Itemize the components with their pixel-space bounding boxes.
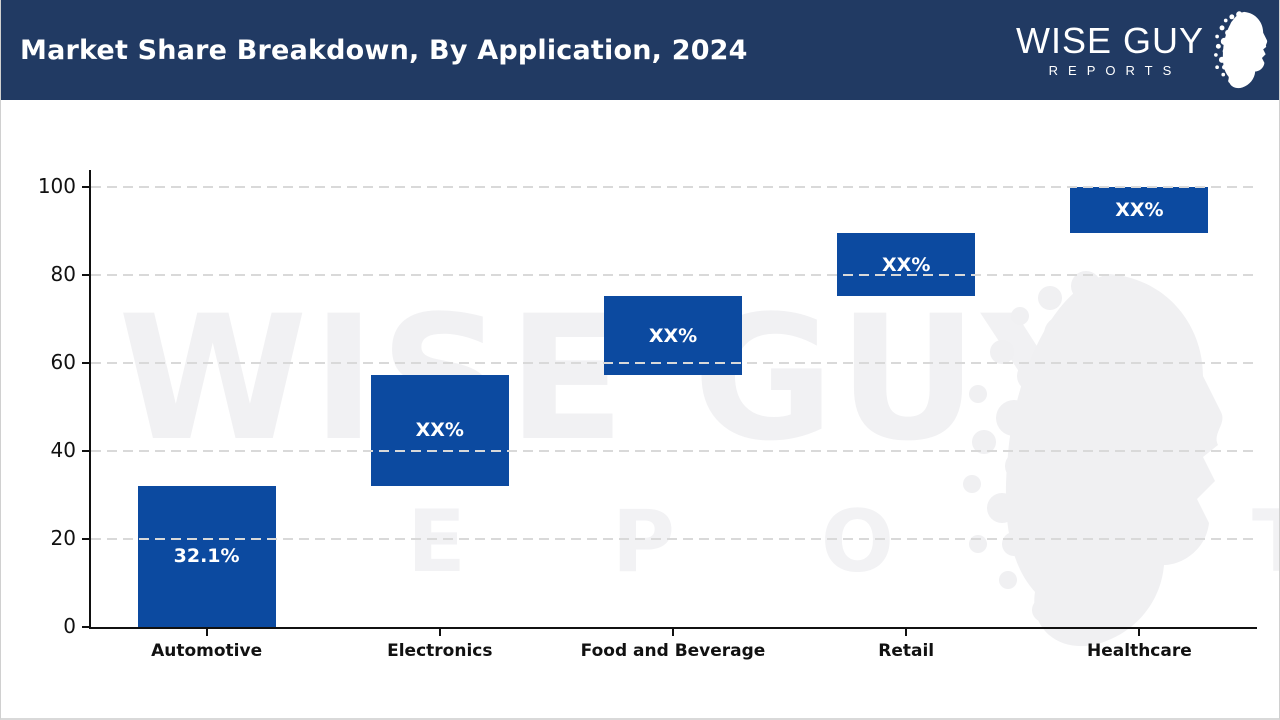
- bar-value-label: XX%: [1115, 199, 1164, 222]
- x-category-label: Healthcare: [1087, 641, 1192, 661]
- y-tick-label-40: 40: [50, 438, 76, 463]
- bar-food-and-beverage: XX%: [604, 296, 742, 375]
- logo-text: WISE GUY REPORTS: [1015, 19, 1204, 78]
- wiseguy-logo: WISE GUY REPORTS: [1016, 7, 1280, 93]
- bar-value-label: 32.1%: [173, 545, 240, 568]
- x-category-label: Retail: [878, 641, 935, 661]
- x-axis-line: [89, 627, 1257, 629]
- gridline-100: [91, 186, 1256, 189]
- logo-face-icon: [1214, 11, 1268, 89]
- gridline-20: [91, 538, 1256, 541]
- y-tick-60: [82, 362, 89, 365]
- chart-title: Market Share Breakdown, By Application, …: [20, 34, 748, 66]
- y-tick-label-100: 100: [37, 174, 76, 199]
- x-tick-1: [205, 629, 208, 636]
- x-category-label: Automotive: [151, 641, 263, 661]
- y-tick-20: [82, 538, 89, 541]
- y-axis-line: [89, 170, 91, 629]
- bar-healthcare: XX%: [1070, 187, 1209, 233]
- y-tick-80: [82, 274, 89, 277]
- x-category-label: Food and Beverage: [580, 641, 766, 661]
- y-tick-100: [82, 186, 89, 189]
- bar-retail: XX%: [837, 232, 976, 297]
- x-tick-4: [905, 629, 908, 636]
- y-tick-0: [82, 626, 89, 628]
- bar-electronics: XX%: [370, 374, 509, 486]
- logo-wordmark: WISE GUY: [1015, 19, 1204, 61]
- x-tick-5: [1138, 629, 1141, 636]
- bar-automotive: 32.1%: [137, 485, 276, 627]
- logo-subtitle: REPORTS: [1048, 62, 1182, 78]
- y-tick-label-80: 80: [50, 262, 76, 287]
- header-bar: Market Share Breakdown, By Application, …: [0, 0, 1280, 100]
- bar-value-label: XX%: [882, 253, 931, 276]
- bar-value-label: XX%: [648, 324, 698, 347]
- y-tick-label-60: 60: [50, 350, 76, 375]
- gridline-80: [91, 274, 1256, 277]
- bar-value-label: XX%: [415, 419, 464, 442]
- x-category-label: Electronics: [387, 641, 493, 661]
- y-tick-label-0: 0: [63, 614, 76, 638]
- x-tick-3: [672, 629, 674, 636]
- y-tick-40: [82, 450, 89, 453]
- gridline-60: [91, 362, 1256, 365]
- y-tick-label-20: 20: [50, 526, 76, 551]
- gridline-40: [91, 450, 1256, 453]
- x-tick-2: [438, 629, 441, 636]
